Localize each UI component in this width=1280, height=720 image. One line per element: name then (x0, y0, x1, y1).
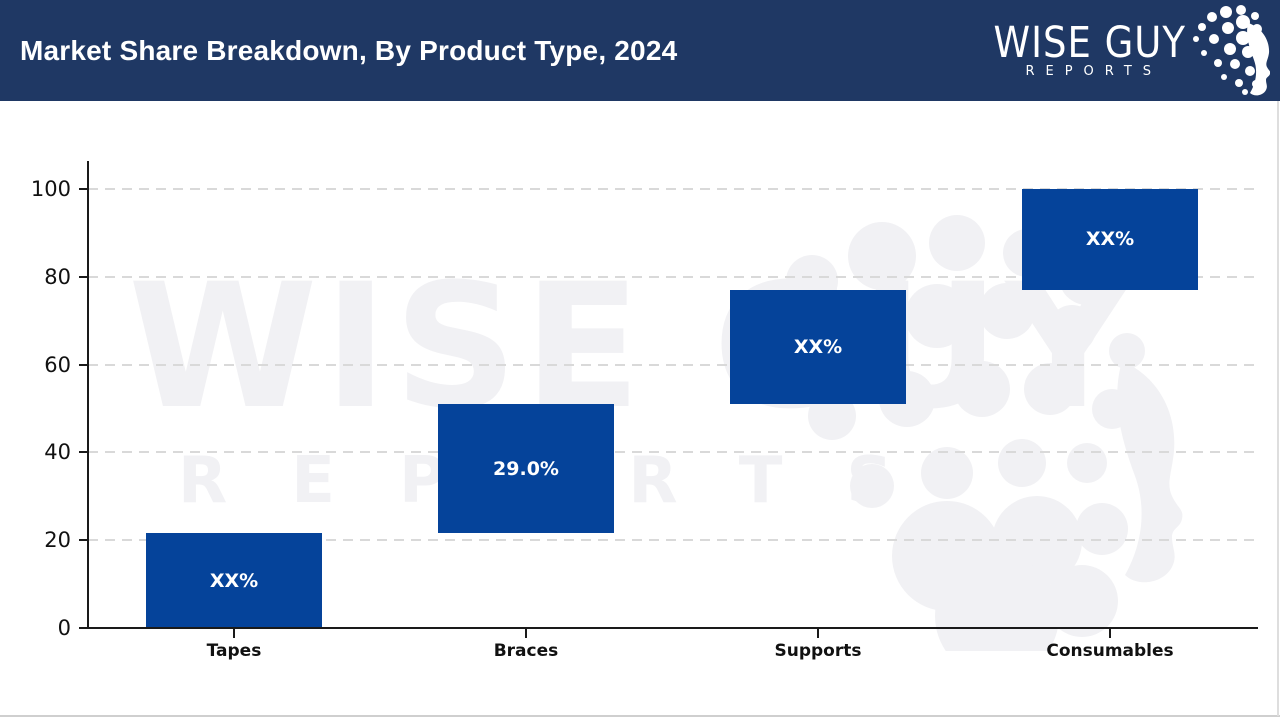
watermark-head-icon (742, 211, 1192, 678)
y-tick-60 (79, 363, 88, 366)
y-tick-80 (79, 275, 88, 278)
brand-logo: WISE GUY REPORTS (993, 4, 1270, 97)
x-axis-spine (86, 627, 1258, 629)
y-tick-40 (79, 451, 88, 454)
x-tick-tapes (233, 629, 235, 638)
y-axis-spine (87, 161, 89, 628)
y-tick-label-80: 80 (44, 264, 71, 289)
bar-label-tapes: XX% (209, 569, 259, 592)
gridline-80 (88, 275, 1256, 278)
y-tick-label-0: 0 (57, 616, 71, 640)
bar-label-consumables: XX% (1085, 228, 1135, 251)
page-right-border (1277, 101, 1279, 716)
y-tick-20 (79, 539, 88, 542)
x-tick-label-supports: Supports (774, 641, 862, 661)
y-tick-100 (79, 188, 88, 190)
x-tick-consumables (1109, 629, 1111, 638)
gridline-60 (88, 363, 1256, 366)
x-tick-label-consumables: Consumables (1046, 641, 1174, 661)
x-tick-label-tapes: Tapes (206, 641, 262, 661)
gridline-20 (88, 539, 1256, 542)
chart-title: Market Share Breakdown, By Product Type,… (20, 34, 678, 66)
y-tick-0 (79, 627, 88, 629)
gridline-100 (88, 188, 1256, 190)
brand-wordmark-sub: REPORTS (1025, 63, 1163, 79)
page-bottom-border (0, 715, 1280, 717)
y-tick-label-20: 20 (44, 528, 71, 553)
x-tick-supports (817, 629, 819, 638)
dotted-head-icon (1186, 4, 1270, 97)
bar-braces: 29.0% (438, 404, 614, 534)
bar-consumables: XX% (1022, 189, 1198, 290)
x-tick-braces (525, 629, 527, 638)
bar-label-supports: XX% (793, 336, 843, 359)
gridline-40 (88, 451, 1256, 454)
bar-tapes: XX% (146, 533, 322, 628)
chart-canvas: WISE GUY REPORTS XX%29.0%XX%XX% (0, 101, 1280, 717)
y-tick-label-40: 40 (44, 440, 71, 465)
bar-supports: XX% (730, 289, 906, 405)
brand-wordmark-main: WISE GUY (993, 17, 1186, 67)
x-tick-label-braces: Braces (493, 641, 559, 661)
bar-label-braces: 29.0% (493, 457, 559, 480)
y-tick-label-100: 100 (30, 177, 71, 201)
plot-area: XX% 29.0% XX% XX% (88, 162, 1256, 628)
header-bar: Market Share Breakdown, By Product Type,… (0, 0, 1280, 101)
y-tick-label-60: 60 (44, 352, 71, 377)
brand-wordmark: WISE GUY REPORTS (993, 17, 1186, 79)
